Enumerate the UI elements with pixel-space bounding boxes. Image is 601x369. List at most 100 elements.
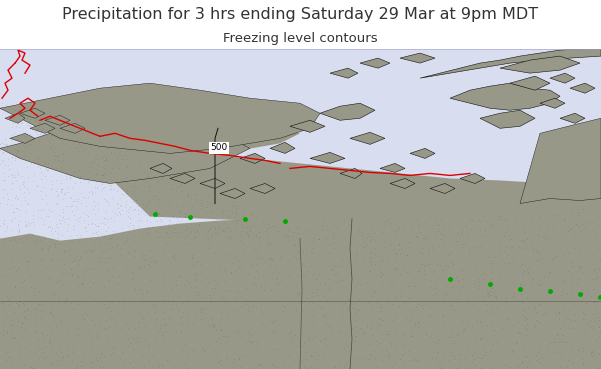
Point — [588, 228, 598, 234]
Point — [189, 349, 198, 355]
Point — [269, 270, 278, 276]
Point — [409, 307, 418, 313]
Point — [10, 283, 20, 289]
Point — [72, 217, 81, 223]
Point — [376, 315, 385, 321]
Point — [107, 170, 117, 176]
Point — [347, 355, 357, 361]
Point — [169, 343, 179, 349]
Point — [540, 232, 549, 238]
Point — [5, 166, 14, 172]
Point — [171, 202, 181, 208]
Point — [72, 162, 81, 168]
Point — [8, 132, 17, 138]
Point — [567, 263, 577, 269]
Polygon shape — [10, 133, 35, 143]
Point — [44, 208, 54, 214]
Point — [413, 324, 423, 330]
Point — [215, 358, 225, 363]
Point — [363, 366, 373, 369]
Point — [69, 345, 78, 351]
Point — [203, 228, 213, 234]
Point — [49, 240, 58, 246]
Point — [465, 356, 474, 362]
Point — [582, 300, 591, 306]
Point — [150, 194, 160, 200]
Point — [68, 349, 78, 355]
Point — [364, 299, 373, 304]
Point — [0, 162, 10, 168]
Point — [365, 238, 374, 244]
Point — [176, 182, 186, 188]
Point — [72, 232, 81, 238]
Point — [182, 225, 192, 231]
Point — [448, 259, 457, 265]
Point — [29, 223, 39, 228]
Point — [143, 187, 153, 193]
Point — [468, 244, 477, 250]
Point — [447, 302, 457, 308]
Point — [329, 245, 338, 251]
Point — [516, 285, 526, 291]
Point — [15, 298, 25, 304]
Point — [386, 340, 396, 346]
Point — [473, 347, 483, 353]
Point — [142, 224, 151, 230]
Point — [34, 161, 44, 167]
Polygon shape — [550, 73, 575, 83]
Point — [129, 364, 138, 369]
Point — [176, 329, 186, 335]
Point — [239, 213, 248, 219]
Point — [40, 160, 50, 166]
Point — [558, 280, 567, 286]
Point — [272, 364, 282, 369]
Point — [98, 185, 108, 191]
Point — [198, 279, 208, 284]
Point — [555, 325, 565, 331]
Point — [47, 132, 56, 138]
Point — [89, 296, 99, 302]
Point — [2, 201, 11, 207]
Point — [544, 258, 554, 264]
Point — [43, 161, 52, 166]
Point — [2, 146, 11, 152]
Point — [0, 156, 7, 162]
Point — [149, 214, 159, 220]
Point — [35, 165, 44, 171]
Point — [99, 154, 108, 160]
Point — [91, 221, 100, 227]
Point — [391, 267, 400, 273]
Point — [558, 307, 568, 313]
Point — [32, 155, 42, 161]
Point — [60, 300, 70, 306]
Point — [383, 353, 392, 359]
Point — [457, 284, 467, 290]
Point — [484, 293, 493, 299]
Point — [564, 316, 574, 322]
Polygon shape — [20, 108, 45, 118]
Point — [327, 232, 337, 238]
Point — [123, 213, 133, 218]
Point — [20, 218, 30, 224]
Point — [20, 303, 29, 308]
Point — [371, 299, 381, 305]
Point — [179, 210, 189, 216]
Point — [266, 241, 276, 247]
Point — [0, 273, 8, 279]
Point — [174, 218, 183, 224]
Point — [96, 259, 105, 265]
Point — [364, 289, 374, 295]
Polygon shape — [380, 163, 405, 172]
Point — [209, 322, 218, 328]
Point — [159, 317, 169, 323]
Point — [28, 219, 38, 225]
Point — [121, 201, 131, 207]
Point — [203, 235, 213, 241]
Point — [519, 227, 528, 233]
Point — [76, 168, 86, 173]
Point — [263, 235, 272, 241]
Point — [386, 342, 396, 348]
Point — [349, 266, 358, 272]
Point — [474, 218, 484, 224]
Point — [453, 277, 463, 283]
